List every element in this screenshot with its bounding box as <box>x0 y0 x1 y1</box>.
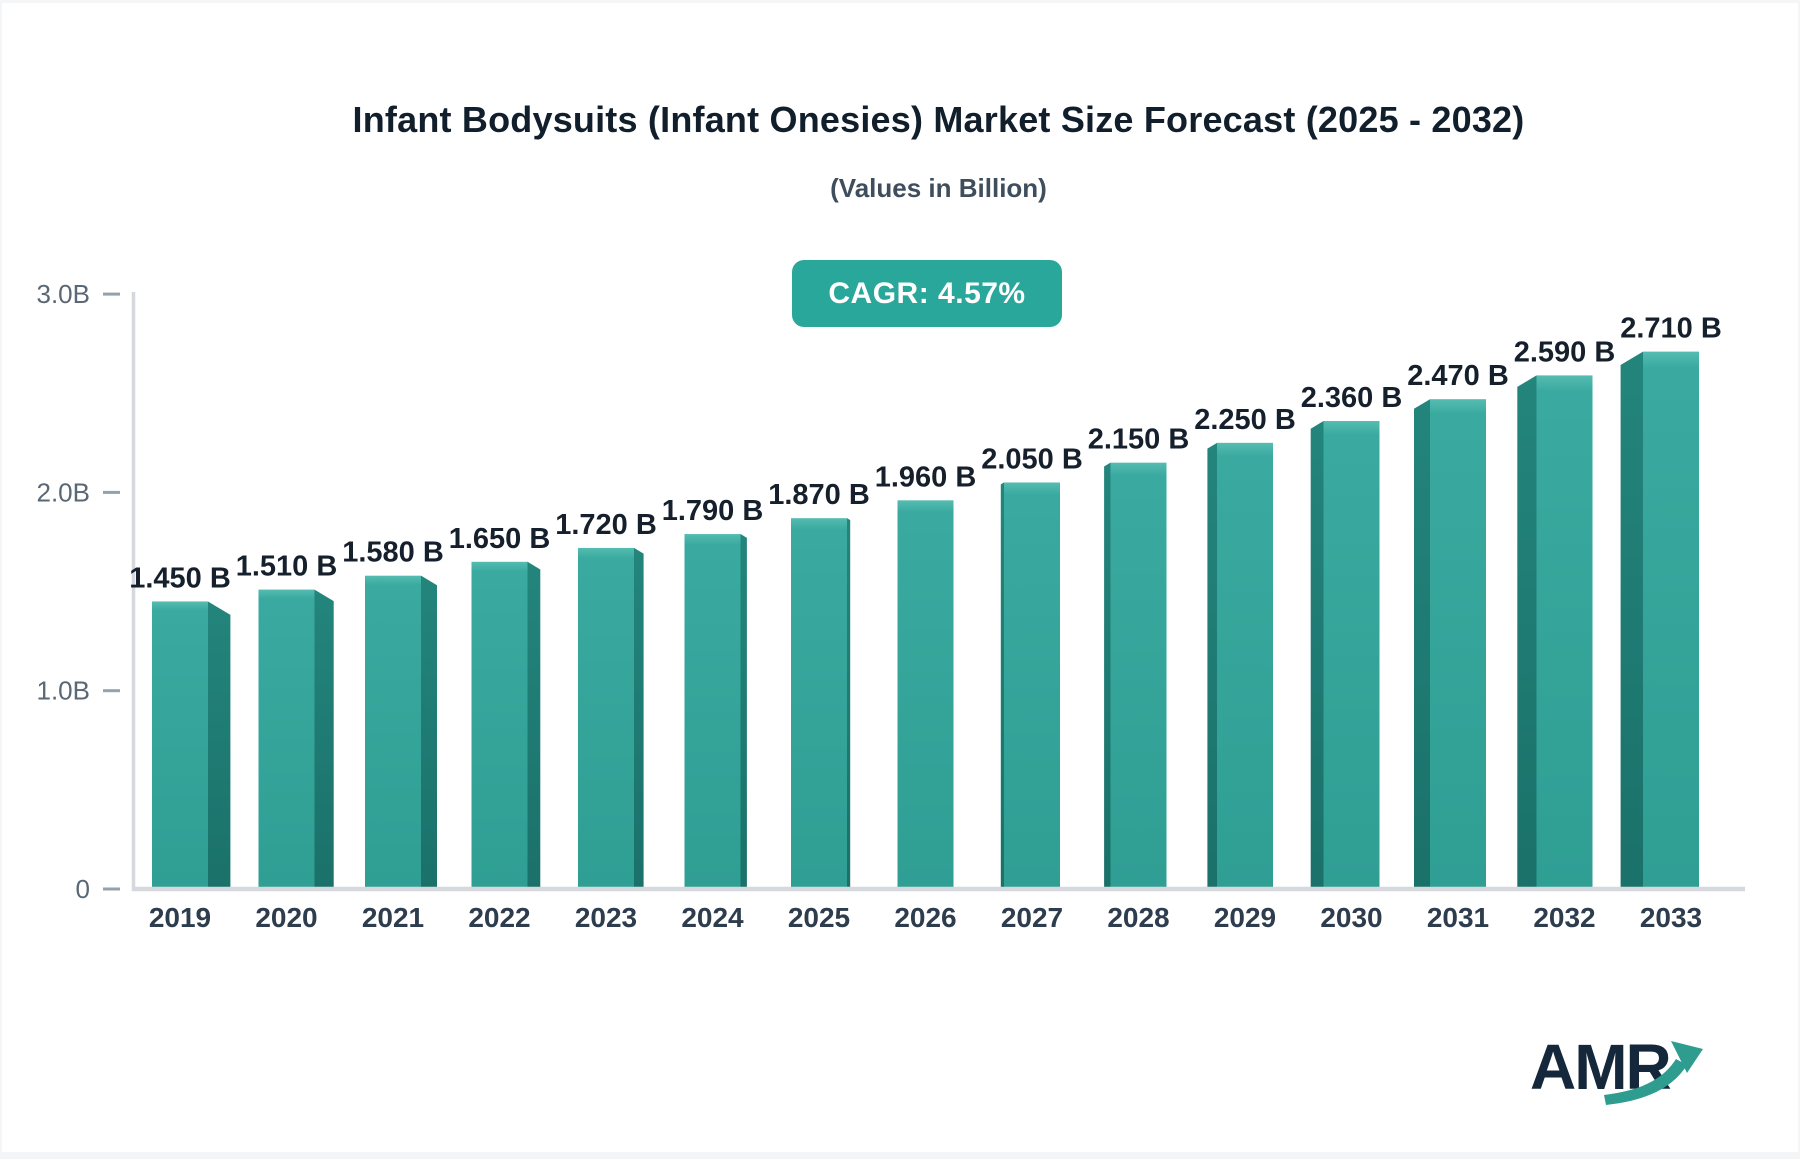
bar-front-face <box>684 534 741 889</box>
bar-2027 <box>1000 482 1060 889</box>
bar-2024 <box>684 534 747 889</box>
bar-2019 <box>152 601 231 889</box>
bar-side-face <box>1000 482 1004 889</box>
x-axis-label: 2031 <box>1427 902 1489 933</box>
y-tick-label: 1.0B <box>37 676 91 706</box>
market-size-bar-chart: 1.450 B 2019 1.510 B 2020 1.580 B 2021 1.650 B… <box>37 279 1745 933</box>
bar-side-face <box>1620 351 1643 889</box>
bar-2026 <box>897 500 954 889</box>
bar-front-face <box>1004 482 1060 889</box>
bar-2030 <box>1310 421 1380 889</box>
bars-layer <box>152 351 1699 889</box>
x-axis-label: 2028 <box>1107 902 1169 933</box>
chart-card: Infant Bodysuits (Infant Onesies) Market… <box>2 3 1798 1152</box>
bar-value-label: 1.450 B <box>129 562 231 594</box>
y-tick-label: 0 <box>76 874 90 904</box>
bar-side-face <box>527 561 541 889</box>
logo-arrow-swoosh-icon <box>1604 1059 1687 1105</box>
y-tick-dash <box>103 490 120 494</box>
bar-value-label: 1.870 B <box>768 479 870 511</box>
bar-side-face <box>1207 442 1217 889</box>
bar-front-face <box>1110 462 1167 889</box>
bar-side-face <box>1517 375 1537 889</box>
axis-layer <box>103 292 1745 892</box>
bar-2029 <box>1207 442 1273 889</box>
bar-2022 <box>471 561 541 889</box>
x-axis-label: 2023 <box>575 902 637 933</box>
bar-2032 <box>1517 375 1593 889</box>
bar-2025 <box>791 518 851 889</box>
x-axis-label: 2021 <box>362 902 424 933</box>
y-tick-dash <box>103 689 120 693</box>
x-axis-label: 2032 <box>1533 902 1595 933</box>
x-axis-label: 2024 <box>681 902 744 933</box>
bar-side-face <box>634 547 644 889</box>
bar-side-face <box>208 601 231 889</box>
bar-side-face <box>1104 462 1111 889</box>
x-axis-label: 2029 <box>1214 902 1276 933</box>
bar-front-face <box>1217 442 1273 889</box>
bar-value-label: 1.580 B <box>342 537 444 569</box>
bar-front-face <box>1536 375 1593 889</box>
bar-front-face <box>791 518 847 889</box>
bar-side-face <box>314 589 334 889</box>
y-tick-label: 2.0B <box>37 477 91 507</box>
bar-side-face <box>1310 421 1324 889</box>
y-tick-dash <box>103 292 120 296</box>
bar-2023 <box>578 547 644 889</box>
bar-side-face <box>1414 399 1430 889</box>
bar-value-label: 1.790 B <box>662 495 764 527</box>
bar-value-label: 2.590 B <box>1514 336 1616 368</box>
x-axis-label: 2025 <box>788 902 850 933</box>
chart-title: Infant Bodysuits (Infant Onesies) Market… <box>352 99 1525 140</box>
bar-2021 <box>365 575 437 889</box>
bar-front-face <box>1430 399 1486 889</box>
y-tick-dash <box>103 887 120 891</box>
bar-2031 <box>1414 399 1486 889</box>
bar-value-label: 2.470 B <box>1407 360 1509 392</box>
bar-side-face <box>847 518 851 889</box>
bar-value-label: 1.510 B <box>236 551 338 583</box>
bar-value-label: 2.150 B <box>1088 424 1190 456</box>
bar-side-face <box>421 575 437 889</box>
x-axis-label: 2026 <box>894 902 956 933</box>
bar-value-label: 1.960 B <box>875 461 977 493</box>
bar-front-face <box>471 561 528 889</box>
x-axis-label: 2022 <box>468 902 530 933</box>
bar-value-label: 2.710 B <box>1620 313 1722 345</box>
x-axis-label: 2019 <box>149 902 211 933</box>
amr-logo: AMR <box>1530 1031 1703 1105</box>
cagr-badge: CAGR: 4.57% <box>792 260 1062 327</box>
bar-front-face <box>152 601 208 889</box>
labels-layer: 1.450 B 2019 1.510 B 2020 1.580 B 2021 1.650 B… <box>37 279 1722 933</box>
bar-front-face <box>365 575 421 889</box>
bar-front-face <box>1323 421 1380 889</box>
bar-value-label: 2.360 B <box>1301 382 1403 414</box>
bar-value-label: 2.050 B <box>981 443 1083 475</box>
x-axis-label: 2033 <box>1640 902 1702 933</box>
bar-2020 <box>258 589 334 889</box>
bar-front-face <box>897 500 954 889</box>
chart-subtitle: (Values in Billion) <box>830 173 1047 203</box>
logo-arrowhead-icon <box>1671 1041 1703 1073</box>
x-axis-label: 2030 <box>1320 902 1382 933</box>
bar-value-label: 1.720 B <box>555 509 657 541</box>
bar-2028 <box>1104 462 1167 889</box>
x-axis-label: 2027 <box>1001 902 1063 933</box>
bar-side-face <box>740 534 747 889</box>
bar-value-label: 1.650 B <box>449 523 551 555</box>
bar-front-face <box>578 547 634 889</box>
x-axis-label: 2020 <box>255 902 317 933</box>
y-tick-label: 3.0B <box>37 279 91 309</box>
bar-value-label: 2.250 B <box>1194 404 1296 436</box>
bar-front-face <box>1643 351 1699 889</box>
bar-2033 <box>1620 351 1699 889</box>
bar-front-face <box>258 589 315 889</box>
